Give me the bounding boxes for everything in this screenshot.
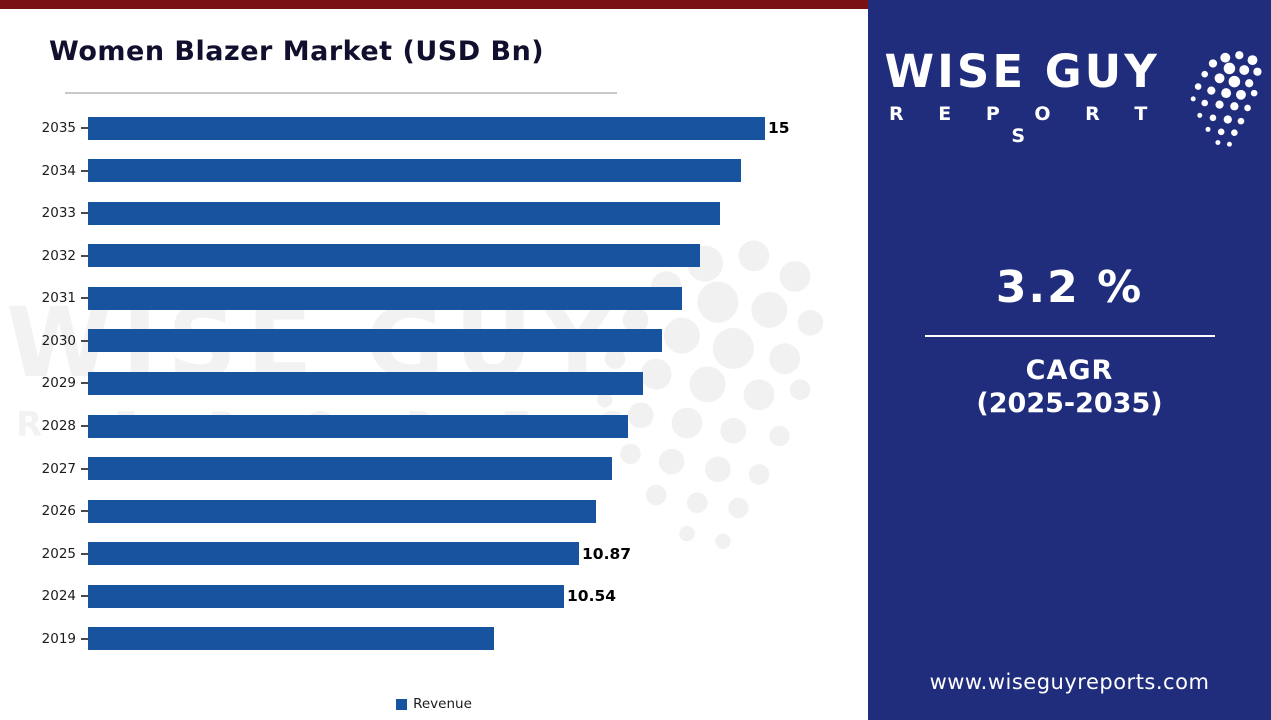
chart-row: 2030	[14, 329, 854, 353]
bar-track	[88, 244, 854, 268]
y-axis-tick	[81, 510, 88, 513]
cagr-block: 3.2 % CAGR (2025-2035)	[924, 262, 1215, 419]
logo-subtitle: R E P O R T S	[889, 103, 1162, 148]
bar-track	[88, 371, 854, 395]
revenue-bar	[88, 584, 564, 608]
revenue-bar	[88, 627, 494, 651]
y-axis-tick-label: 2026	[41, 503, 76, 520]
legend-label: Revenue	[413, 696, 472, 712]
y-axis-tick-label: 2028	[41, 418, 76, 435]
chart-row: 2019	[14, 627, 854, 651]
bar-value-label: 15	[768, 119, 790, 137]
y-axis-tick-label: 2033	[41, 205, 76, 222]
chart-row: 2031	[14, 286, 854, 310]
y-axis-tick	[81, 254, 88, 257]
y-axis-tick	[81, 339, 88, 342]
y-axis-tick	[81, 382, 88, 385]
y-axis-tick-label: 2034	[41, 162, 76, 179]
cagr-divider	[924, 335, 1215, 337]
logo: WISE GUY R E P O R T S	[868, 48, 1271, 164]
chart-row: 2027	[14, 457, 854, 481]
y-axis-tick-label: 2035	[41, 120, 76, 136]
bar-track	[88, 159, 854, 183]
bar-track	[88, 329, 854, 353]
y-axis-tick	[81, 127, 88, 129]
legend-swatch	[396, 698, 408, 710]
revenue-bar	[88, 244, 700, 268]
brand-sidebar: WISE GUY R E P O R T S 3.2	[868, 0, 1271, 720]
y-axis-tick-label: 2019	[41, 630, 76, 647]
y-axis-tick	[81, 297, 88, 300]
bar-track	[88, 457, 854, 481]
chart-row: 2032	[14, 244, 854, 268]
website-url: www.wiseguyreports.com	[929, 670, 1210, 694]
revenue-bar	[88, 499, 596, 523]
logo-wordmark: WISE GUY	[884, 45, 1160, 98]
y-axis-tick-label: 2027	[41, 460, 76, 477]
y-axis-tick	[81, 169, 88, 172]
bar-track	[88, 499, 854, 523]
revenue-bar	[88, 371, 643, 395]
y-axis-tick-label: 2032	[41, 247, 76, 264]
legend: Revenue	[0, 696, 868, 712]
bar-track: 10.54	[88, 584, 854, 608]
chart-row: 2035 15	[14, 116, 854, 140]
bar-track: 10.87	[88, 542, 854, 566]
revenue-bar	[88, 542, 579, 566]
y-axis-tick	[81, 637, 88, 640]
top-accent-strip	[0, 0, 868, 9]
chart-row: 2034	[14, 159, 854, 183]
y-axis-tick-label: 2024	[41, 588, 76, 605]
bar-track	[88, 627, 854, 651]
y-axis-tick-label: 2030	[41, 332, 76, 349]
bar-track	[88, 414, 854, 438]
chart-row: 2028	[14, 414, 854, 438]
y-axis-tick-label: 2025	[41, 545, 76, 562]
chart-row: 2026	[14, 499, 854, 523]
y-axis-tick	[81, 552, 88, 555]
y-axis-tick-label: 2031	[41, 290, 76, 307]
bar-track	[88, 201, 854, 225]
chart-row: 2025 10.87	[14, 542, 854, 566]
revenue-bar	[88, 457, 612, 481]
y-axis-tick	[81, 425, 88, 428]
revenue-bar	[88, 414, 628, 438]
y-axis-tick	[81, 595, 88, 598]
bar-value-label: 10.54	[567, 587, 617, 606]
bar-value-label: 10.87	[582, 544, 632, 563]
bar-track	[88, 286, 854, 310]
cagr-range: (2025-2035)	[976, 388, 1163, 419]
title-underline	[65, 92, 617, 94]
cagr-label: CAGR	[1025, 355, 1114, 386]
y-axis-tick	[81, 212, 88, 215]
cagr-value: 3.2 %	[995, 262, 1144, 313]
chart-row: 2029	[14, 371, 854, 395]
revenue-bar	[88, 329, 662, 353]
y-axis-tick-label: 2029	[41, 375, 76, 392]
y-axis-tick	[81, 467, 88, 470]
revenue-bar	[88, 159, 741, 183]
revenue-bar	[88, 116, 765, 140]
bar-track: 15	[88, 116, 854, 140]
revenue-bar	[88, 286, 682, 310]
chart-row: 2033	[14, 201, 854, 225]
bar-chart: 2035 15 2034 2033 2032 2031 2030 2029 2028 2027 20…	[14, 116, 854, 651]
logo-text: WISE GUY R E P O R T S	[868, 45, 1176, 148]
revenue-bar	[88, 201, 720, 225]
chart-panel: Women Blazer Market (USD Bn) WISE GUY R …	[0, 0, 868, 712]
head-silhouette-logo-icon	[1191, 51, 1262, 147]
page-title: Women Blazer Market (USD Bn)	[49, 36, 545, 67]
chart-row: 2024 10.54	[14, 584, 854, 608]
